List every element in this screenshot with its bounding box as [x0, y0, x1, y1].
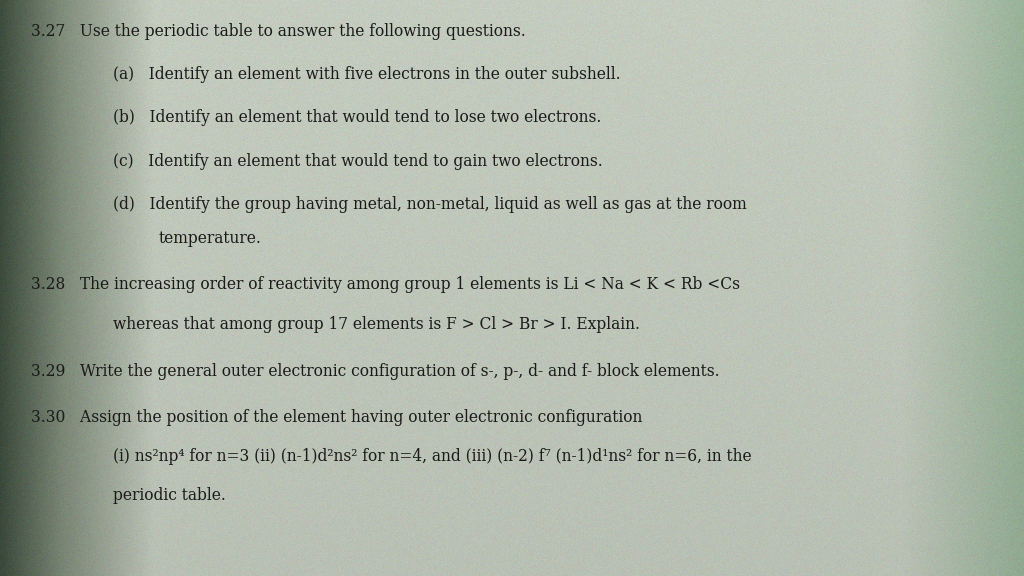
- Text: periodic table.: periodic table.: [113, 487, 225, 504]
- Text: 3.29   Write the general outer electronic configuration of s-, p-, d- and f- blo: 3.29 Write the general outer electronic …: [31, 363, 719, 380]
- Text: whereas that among group 17 elements is F > Cl > Br > I. Explain.: whereas that among group 17 elements is …: [113, 316, 640, 333]
- Text: (d)   Identify the group having metal, non-metal, liquid as well as gas at the r: (d) Identify the group having metal, non…: [113, 196, 746, 213]
- Text: temperature.: temperature.: [159, 230, 261, 248]
- Text: (b)   Identify an element that would tend to lose two electrons.: (b) Identify an element that would tend …: [113, 109, 601, 127]
- Text: 3.30   Assign the position of the element having outer electronic configuration: 3.30 Assign the position of the element …: [31, 409, 642, 426]
- Text: (i) ns²np⁴ for n=3 (ii) (n-1)d²ns² for n=4, and (iii) (n-2) f⁷ (n-1)d¹ns² for n=: (i) ns²np⁴ for n=3 (ii) (n-1)d²ns² for n…: [113, 448, 752, 465]
- Text: (a)   Identify an element with five electrons in the outer subshell.: (a) Identify an element with five electr…: [113, 66, 621, 84]
- Text: 3.27   Use the periodic table to answer the following questions.: 3.27 Use the periodic table to answer th…: [31, 23, 525, 40]
- Text: 3.28   The increasing order of reactivity among group 1 elements is Li < Na < K : 3.28 The increasing order of reactivity …: [31, 276, 739, 294]
- Text: (c)   Identify an element that would tend to gain two electrons.: (c) Identify an element that would tend …: [113, 153, 602, 170]
